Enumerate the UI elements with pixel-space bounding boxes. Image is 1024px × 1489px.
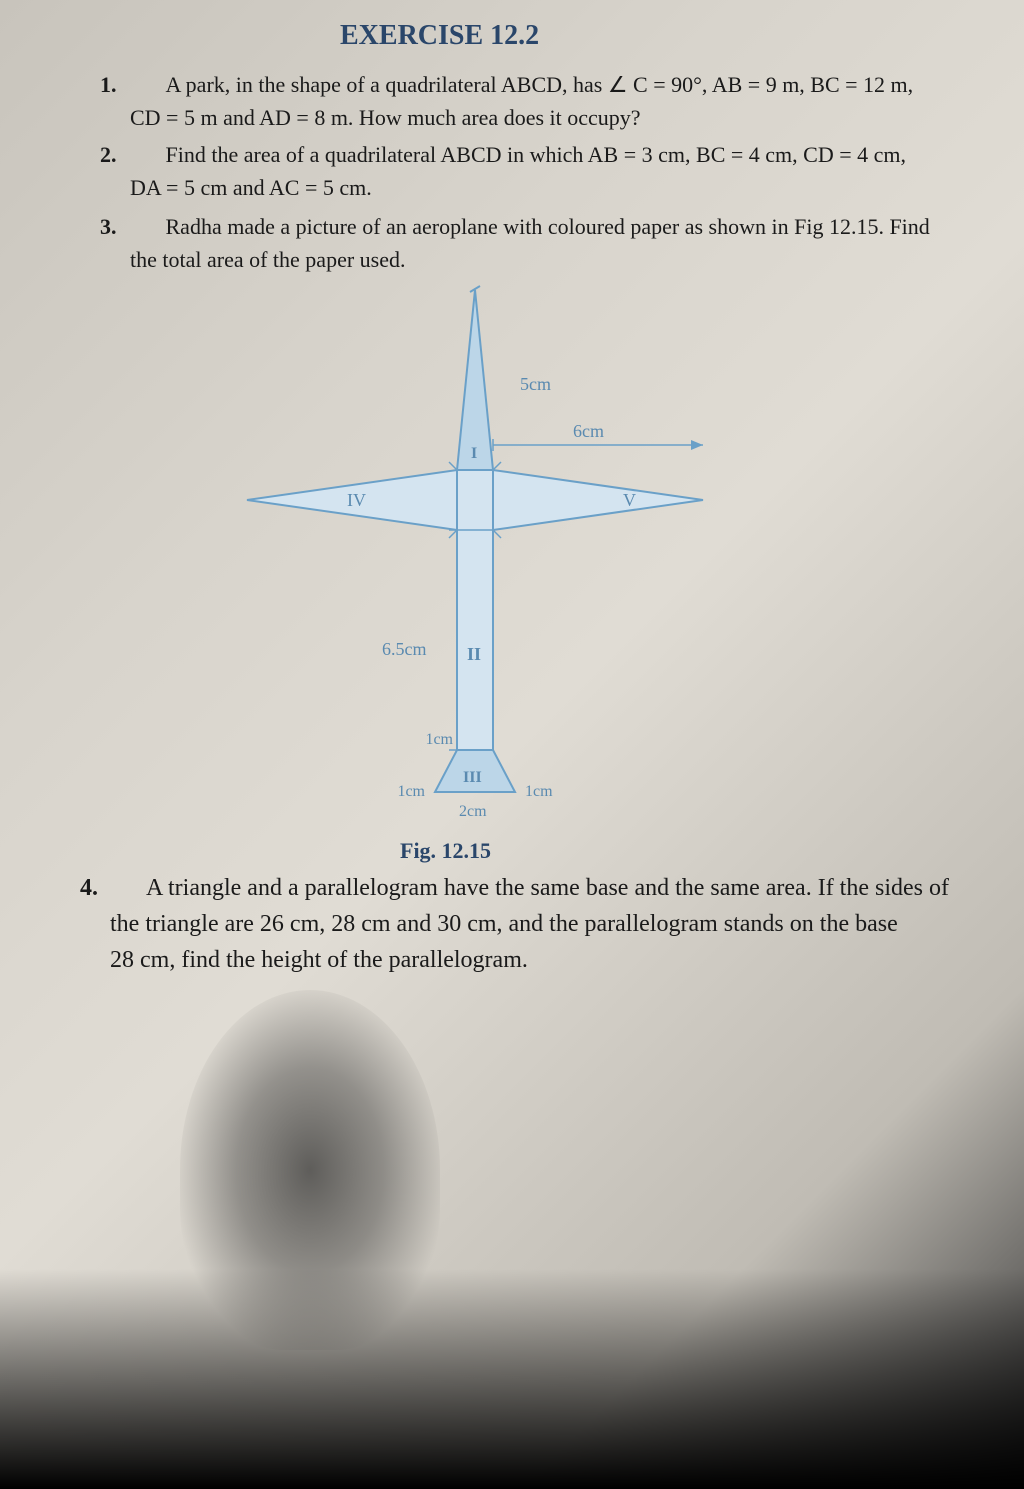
q4-line3: 28 cm, find the height of the parallelog…: [110, 947, 528, 973]
q4-number: 4.: [80, 870, 110, 906]
question-3: 3. Radha made a picture of an aeroplane …: [100, 210, 1004, 276]
q4-line1: A triangle and a parallelogram have the …: [146, 875, 949, 901]
q3-number: 3.: [100, 210, 130, 243]
svg-text:I: I: [471, 445, 477, 462]
svg-text:2cm: 2cm: [459, 803, 487, 820]
q2-line2: DA = 5 cm and AC = 5 cm.: [130, 175, 372, 200]
svg-text:6cm: 6cm: [573, 421, 604, 441]
dark-bottom-edge: [0, 1269, 1024, 1489]
aeroplane-svg: 5cmII6.5cm1.5cmIVV6cmIII1cm1cm1cm2cmI: [200, 280, 800, 840]
svg-text:5cm: 5cm: [520, 374, 551, 394]
q1-line2: CD = 5 m and AD = 8 m. How much area doe…: [130, 105, 641, 130]
q4-line2: the triangle are 26 cm, 28 cm and 30 cm,…: [110, 911, 898, 937]
question-1: 1. A park, in the shape of a quadrilater…: [100, 68, 1004, 134]
thumb-shadow: [180, 990, 440, 1350]
exercise-title: EXERCISE 12.2: [340, 20, 539, 52]
q3-line2: the total area of the paper used.: [130, 247, 405, 272]
question-4: 4. A triangle and a parallelogram have t…: [80, 870, 994, 978]
question-2: 2. Find the area of a quadrilateral ABCD…: [100, 138, 1004, 204]
figure-caption: Fig. 12.15: [400, 838, 491, 864]
svg-text:1cm: 1cm: [425, 731, 453, 748]
svg-text:III: III: [463, 769, 482, 786]
svg-text:1cm: 1cm: [525, 783, 553, 800]
svg-text:1cm: 1cm: [397, 783, 425, 800]
q1-number: 1.: [100, 68, 130, 101]
q3-line1: Radha made a picture of an aeroplane wit…: [166, 214, 930, 239]
textbook-page: EXERCISE 12.2 1. A park, in the shape of…: [0, 0, 1024, 1489]
svg-text:6.5cm: 6.5cm: [382, 639, 427, 659]
q2-number: 2.: [100, 138, 130, 171]
q1-line1: A park, in the shape of a quadrilateral …: [166, 72, 914, 97]
svg-text:V: V: [623, 490, 636, 510]
q2-line1: Find the area of a quadrilateral ABCD in…: [166, 142, 907, 167]
svg-text:II: II: [467, 644, 481, 664]
svg-text:IV: IV: [347, 490, 366, 510]
figure-aeroplane: 5cmII6.5cm1.5cmIVV6cmIII1cm1cm1cm2cmI: [200, 280, 800, 840]
